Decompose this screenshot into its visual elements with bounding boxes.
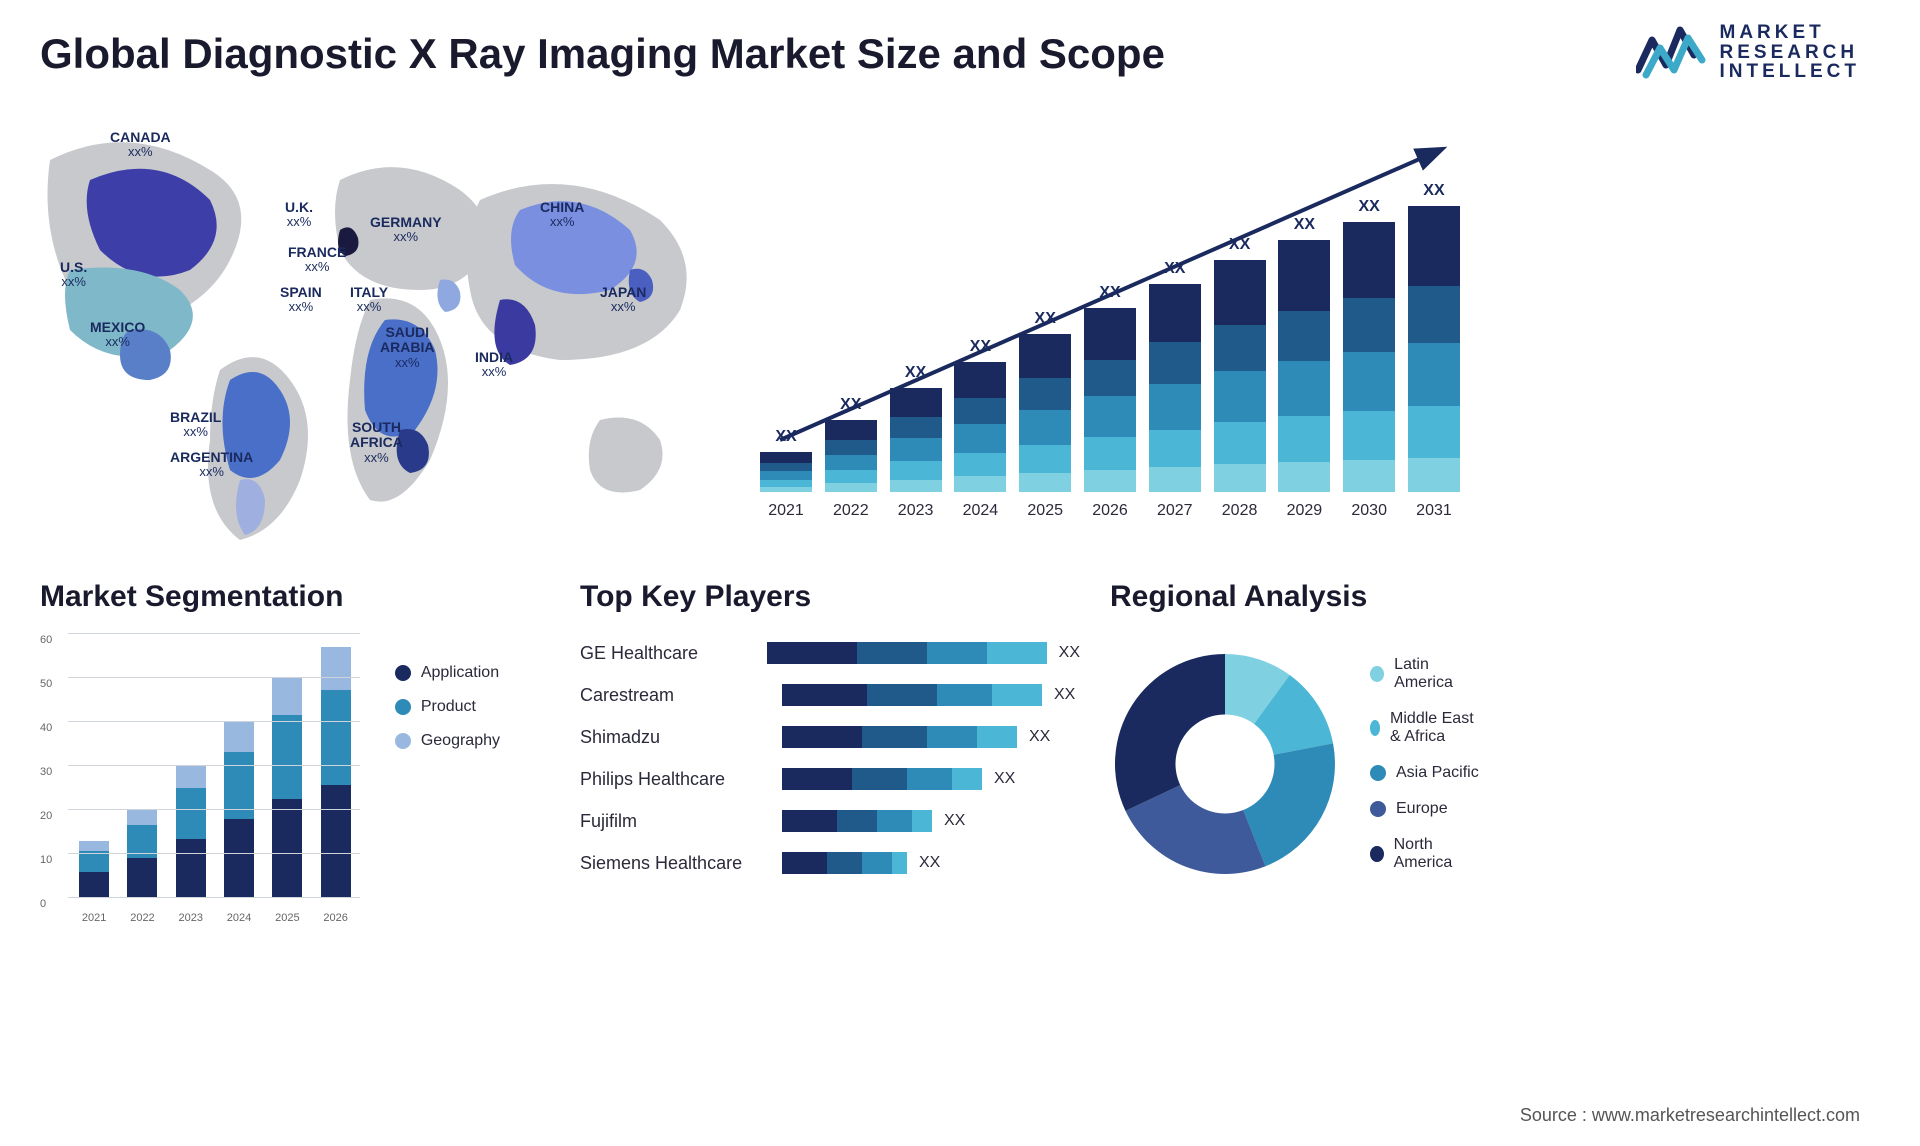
segmentation-bar <box>272 678 302 898</box>
growth-chart: XXXXXXXXXXXXXXXXXXXXXX 20212022202320242… <box>760 130 1460 520</box>
player-row: Philips HealthcareXX <box>580 765 1080 793</box>
segmentation-bar <box>176 766 206 898</box>
growth-bar: XX <box>1214 236 1266 492</box>
growth-bar: XX <box>1278 216 1330 492</box>
growth-bar: XX <box>1343 198 1395 492</box>
growth-bar: XX <box>1149 260 1201 492</box>
player-row: Siemens HealthcareXX <box>580 849 1080 877</box>
player-row: GE HealthcareXX <box>580 639 1080 667</box>
source-label: Source : www.marketresearchintellect.com <box>1520 1105 1860 1126</box>
map-label: SPAINxx% <box>280 285 322 315</box>
segmentation-bar <box>127 810 157 898</box>
segmentation-chart: 202120222023202420252026 0102030405060 <box>40 634 360 924</box>
segmentation-section: Market Segmentation 20212022202320242025… <box>40 580 500 924</box>
map-label: U.S.xx% <box>60 260 87 290</box>
logo-icon <box>1636 20 1706 85</box>
players-title: Top Key Players <box>580 580 1080 614</box>
map-label: FRANCExx% <box>288 245 346 275</box>
segmentation-bar <box>321 647 351 898</box>
growth-bar: XX <box>760 428 812 492</box>
player-row: CarestreamXX <box>580 681 1080 709</box>
map-label: GERMANYxx% <box>370 215 442 245</box>
players-list: GE HealthcareXX CarestreamXX ShimadzuXX Phi… <box>580 639 1080 877</box>
growth-bar: XX <box>1408 182 1460 492</box>
map-label: JAPANxx% <box>600 285 646 315</box>
segmentation-bar <box>79 841 109 898</box>
map-label: CANADAxx% <box>110 130 171 160</box>
regional-section: Regional Analysis Latin America Middle Ea… <box>1110 580 1480 904</box>
legend-item: Geography <box>395 732 500 750</box>
legend-item: North America <box>1370 836 1480 872</box>
growth-bar: XX <box>954 338 1006 492</box>
map-label: SAUDIARABIAxx% <box>380 325 434 370</box>
player-row: FujifilmXX <box>580 807 1080 835</box>
segmentation-title: Market Segmentation <box>40 580 500 614</box>
regional-legend: Latin America Middle East & Africa Asia Pa… <box>1370 656 1480 872</box>
player-row: ShimadzuXX <box>580 723 1080 751</box>
growth-bar: XX <box>825 396 877 492</box>
map-label: ITALYxx% <box>350 285 388 315</box>
growth-bar: XX <box>890 364 942 492</box>
legend-item: Asia Pacific <box>1370 764 1480 782</box>
legend-item: Europe <box>1370 800 1480 818</box>
map-label: INDIAxx% <box>475 350 513 380</box>
map-label: CHINAxx% <box>540 200 584 230</box>
legend-item: Latin America <box>1370 656 1480 692</box>
map-label: SOUTHAFRICAxx% <box>350 420 403 465</box>
growth-bar: XX <box>1084 284 1136 492</box>
map-label: ARGENTINAxx% <box>170 450 253 480</box>
world-map: CANADAxx% U.S.xx% MEXICOxx% BRAZILxx% ARGENT… <box>40 120 720 550</box>
segmentation-bar <box>224 722 254 898</box>
regional-donut <box>1110 649 1340 879</box>
legend-item: Middle East & Africa <box>1370 710 1480 746</box>
map-label: U.K.xx% <box>285 200 313 230</box>
legend-item: Application <box>395 664 500 682</box>
segmentation-legend: Application Product Geography <box>395 634 500 924</box>
map-label: BRAZILxx% <box>170 410 221 440</box>
logo-text: MARKET RESEARCH INTELLECT <box>1720 23 1861 83</box>
map-label: MEXICOxx% <box>90 320 145 350</box>
legend-item: Product <box>395 698 500 716</box>
growth-bar: XX <box>1019 310 1071 492</box>
brand-logo: MARKET RESEARCH INTELLECT <box>1636 20 1861 85</box>
players-section: Top Key Players GE HealthcareXX Carestrea… <box>580 580 1080 877</box>
page-title: Global Diagnostic X Ray Imaging Market S… <box>40 30 1165 78</box>
regional-title: Regional Analysis <box>1110 580 1480 614</box>
